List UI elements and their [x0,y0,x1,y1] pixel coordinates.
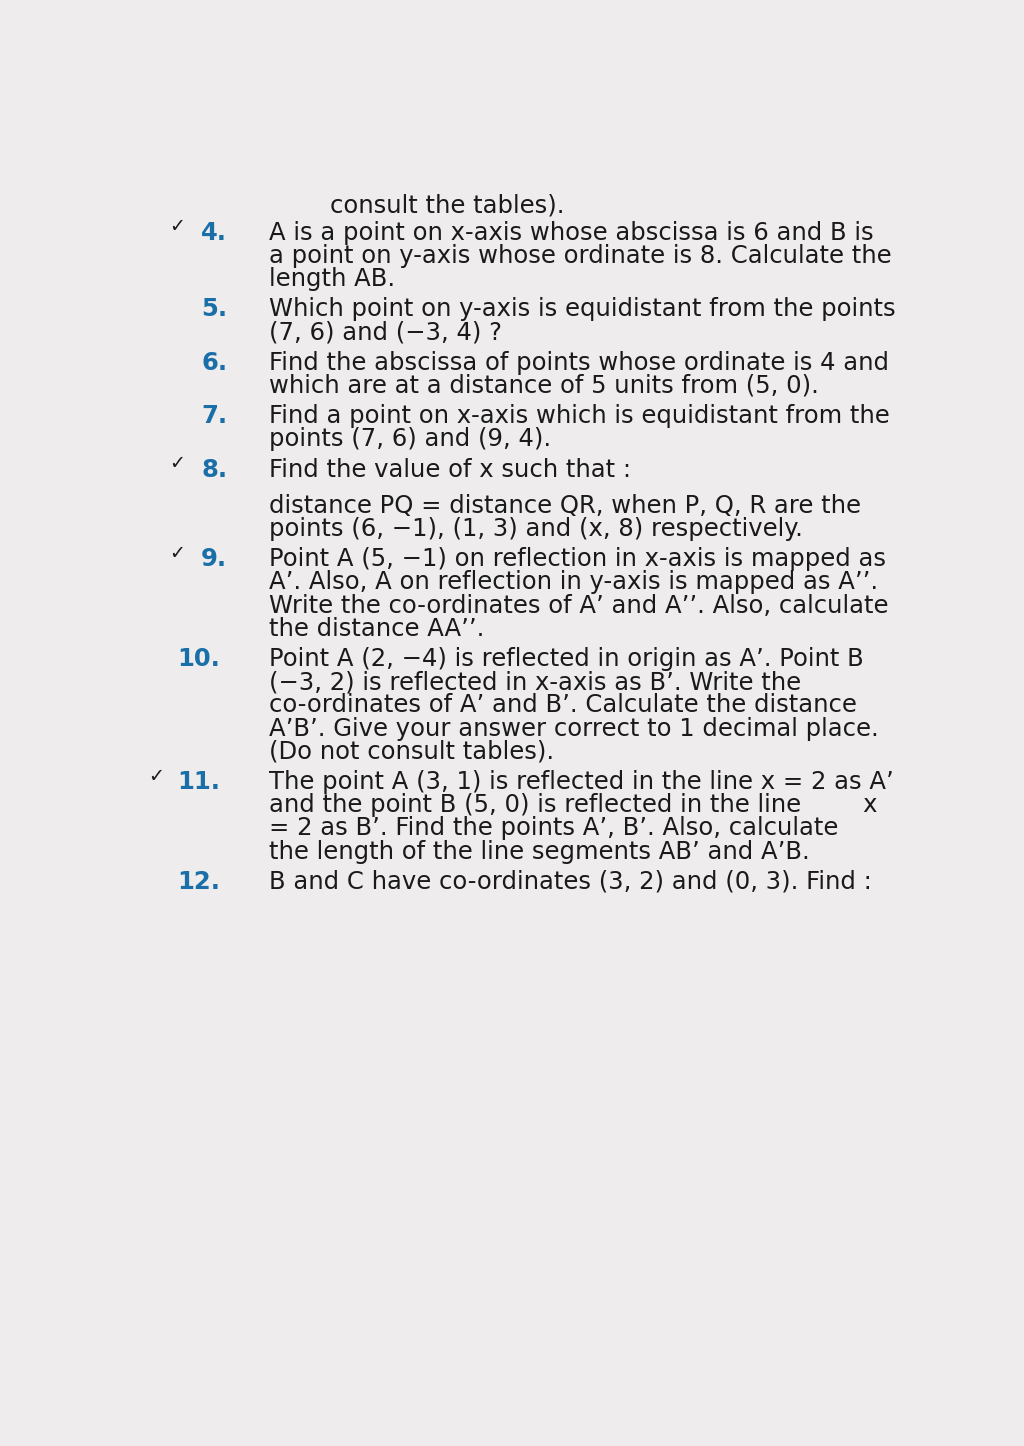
Text: a point on y-axis whose ordinate is 8. Calculate the: a point on y-axis whose ordinate is 8. C… [269,244,892,268]
Text: co-ordinates of A’ and B’. Calculate the distance: co-ordinates of A’ and B’. Calculate the… [269,694,857,717]
Text: the length of the line segments AB’ and A’B.: the length of the line segments AB’ and … [269,840,810,863]
Text: the distance AA’’.: the distance AA’’. [269,617,484,641]
Text: Find the value of x such that :: Find the value of x such that : [269,458,632,482]
Text: points (6, −1), (1, 3) and (x, 8) respectively.: points (6, −1), (1, 3) and (x, 8) respec… [269,516,803,541]
Text: ✓: ✓ [169,454,185,473]
Text: which are at a distance of 5 units from (5, 0).: which are at a distance of 5 units from … [269,375,819,398]
Text: distance PQ = distance QR, when P, Q, R are the: distance PQ = distance QR, when P, Q, R … [269,493,861,518]
Text: 8.: 8. [201,458,227,482]
Text: 10.: 10. [177,646,220,671]
Text: 7.: 7. [201,405,227,428]
Text: points (7, 6) and (9, 4).: points (7, 6) and (9, 4). [269,428,551,451]
Text: (Do not consult tables).: (Do not consult tables). [269,740,554,763]
Text: = 2 as B’. Find the points A’, B’. Also, calculate: = 2 as B’. Find the points A’, B’. Also,… [269,817,839,840]
Text: 4.: 4. [201,221,227,244]
Text: (7, 6) and (−3, 4) ?: (7, 6) and (−3, 4) ? [269,321,502,344]
Text: ✓: ✓ [169,217,185,236]
Text: ✓: ✓ [147,766,164,785]
Text: Write the co-ordinates of A’ and A’’. Also, calculate: Write the co-ordinates of A’ and A’’. Al… [269,593,889,617]
Text: A is a point on x-axis whose abscissa is 6 and B is: A is a point on x-axis whose abscissa is… [269,221,873,244]
Text: (−3, 2) is reflected in x-axis as B’. Write the: (−3, 2) is reflected in x-axis as B’. Wr… [269,669,802,694]
Text: 11.: 11. [177,771,220,794]
Text: 9.: 9. [201,547,227,571]
Text: The point A (3, 1) is reflected in the line x = 2 as A’: The point A (3, 1) is reflected in the l… [269,771,894,794]
Text: Point A (5, −1) on reflection in x-axis is mapped as: Point A (5, −1) on reflection in x-axis … [269,547,886,571]
Text: 6.: 6. [201,351,227,375]
Text: Point A (2, −4) is reflected in origin as A’. Point B: Point A (2, −4) is reflected in origin a… [269,646,864,671]
Text: Find a point on x-axis which is equidistant from the: Find a point on x-axis which is equidist… [269,405,890,428]
Text: B and C have co-ordinates (3, 2) and (0, 3). Find :: B and C have co-ordinates (3, 2) and (0,… [269,870,872,894]
Text: Find the abscissa of points whose ordinate is 4 and: Find the abscissa of points whose ordina… [269,351,889,375]
Text: consult the tables).: consult the tables). [331,194,565,217]
Text: A’. Also, A on reflection in y-axis is mapped as A’’.: A’. Also, A on reflection in y-axis is m… [269,570,879,594]
Text: Which point on y-axis is equidistant from the points: Which point on y-axis is equidistant fro… [269,298,896,321]
Text: 12.: 12. [177,870,220,894]
Text: A’B’. Give your answer correct to 1 decimal place.: A’B’. Give your answer correct to 1 deci… [269,717,879,740]
Text: and the point B (5, 0) is reflected in the line        x: and the point B (5, 0) is reflected in t… [269,794,878,817]
Text: ✓: ✓ [169,544,185,562]
Text: length AB.: length AB. [269,268,395,291]
Text: 5.: 5. [201,298,227,321]
